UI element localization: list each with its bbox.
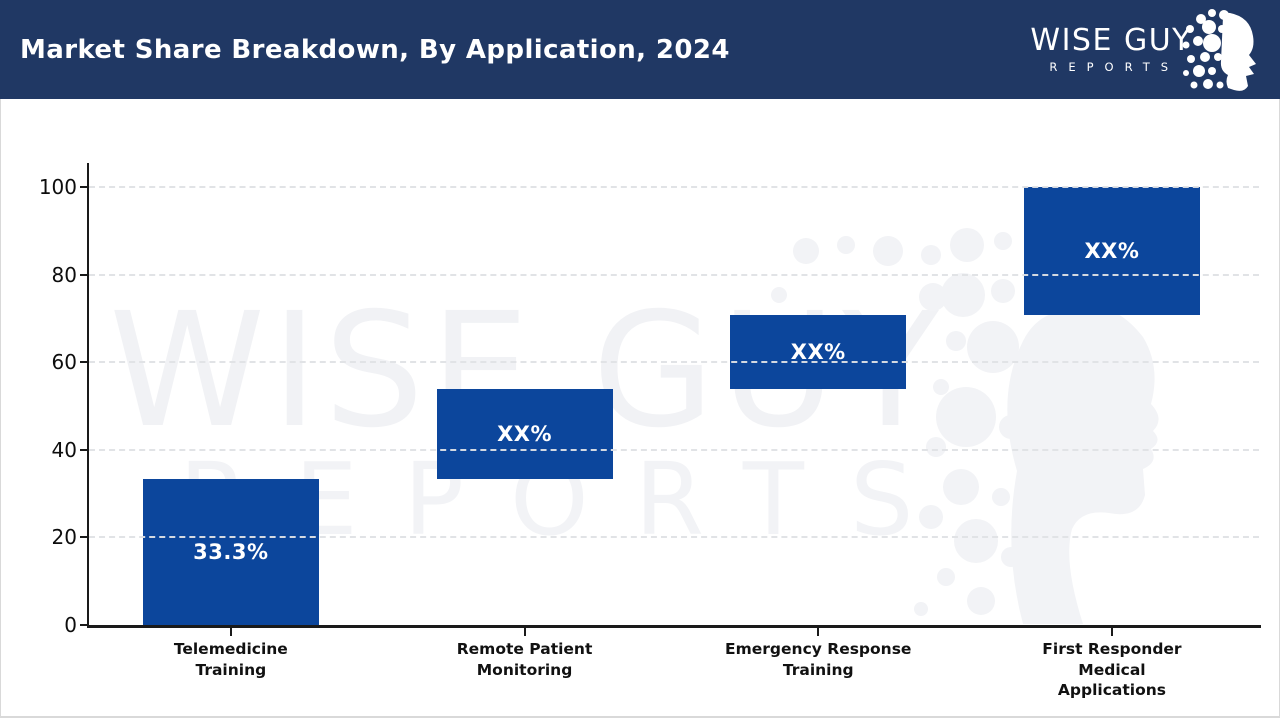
gridline (89, 448, 1259, 451)
x-axis-line (87, 625, 1261, 628)
x-category-line: Training (782, 660, 854, 679)
y-tick-label: 60 (51, 350, 77, 375)
x-category-line: Applications (1057, 681, 1166, 699)
x-category-label: Telemedicine Training (84, 639, 378, 680)
x-category-line: Telemedicine (173, 640, 288, 658)
y-tick-label: 20 (51, 525, 77, 550)
logo-face-icon (1182, 8, 1256, 91)
bar-value-label: XX% (790, 339, 846, 364)
brand-name: WISE GUY (1030, 22, 1192, 58)
x-tick-mark (817, 628, 820, 636)
chart-area: WISE GUY REPORTS 0 20 40 60 80 100 33.3% Teleme… (0, 99, 1280, 718)
bar-value-label: XX% (497, 422, 553, 447)
y-tick-mark (80, 536, 88, 539)
bar: XX% (730, 314, 907, 389)
x-category-line: Medical (1078, 660, 1146, 679)
y-axis-line (87, 163, 89, 627)
x-category-line: First Responder (1042, 640, 1182, 658)
y-tick-mark (80, 624, 88, 626)
y-tick-mark (80, 186, 88, 188)
x-category-label: Emergency Response Training (671, 639, 965, 680)
bar-value-label: XX% (1084, 238, 1140, 263)
watermark-face-icon (771, 228, 1159, 624)
brand-subtitle: REPORTS (1049, 59, 1180, 74)
y-tick-label: 40 (51, 437, 77, 462)
gridline (89, 536, 1259, 539)
x-category-line: Remote Patient (456, 640, 593, 658)
y-tick-mark (80, 273, 88, 276)
gridline (89, 361, 1259, 364)
y-tick-label: 0 (64, 613, 77, 637)
x-category-line: Training (195, 660, 267, 679)
brand-logo: WISE GUY REPORTS (1030, 7, 1262, 93)
x-tick-mark (523, 628, 526, 636)
bar: XX% (436, 388, 613, 480)
x-category-label: Remote Patient Monitoring (378, 639, 672, 680)
brand-logo-text: WISE GUY REPORTS (1030, 22, 1192, 74)
chart-title: Market Share Breakdown, By Application, … (20, 34, 730, 65)
bar-value-label: 33.3% (193, 540, 269, 565)
x-category-label: First Responder Medical Applications (965, 639, 1259, 701)
y-tick-label: 80 (51, 262, 77, 287)
bar: 33.3% (142, 479, 319, 625)
y-tick-label: 100 (38, 175, 77, 199)
x-tick-mark (1110, 628, 1113, 636)
x-category-line: Emergency Response (725, 640, 912, 658)
y-tick-mark (80, 448, 88, 451)
y-tick-mark (80, 361, 88, 364)
header-bar: Market Share Breakdown, By Application, … (0, 0, 1280, 99)
gridline (89, 186, 1259, 188)
gridline (89, 273, 1259, 276)
x-category-line: Monitoring (476, 660, 573, 679)
x-tick-mark (229, 628, 232, 636)
bar: XX% (1023, 187, 1200, 315)
